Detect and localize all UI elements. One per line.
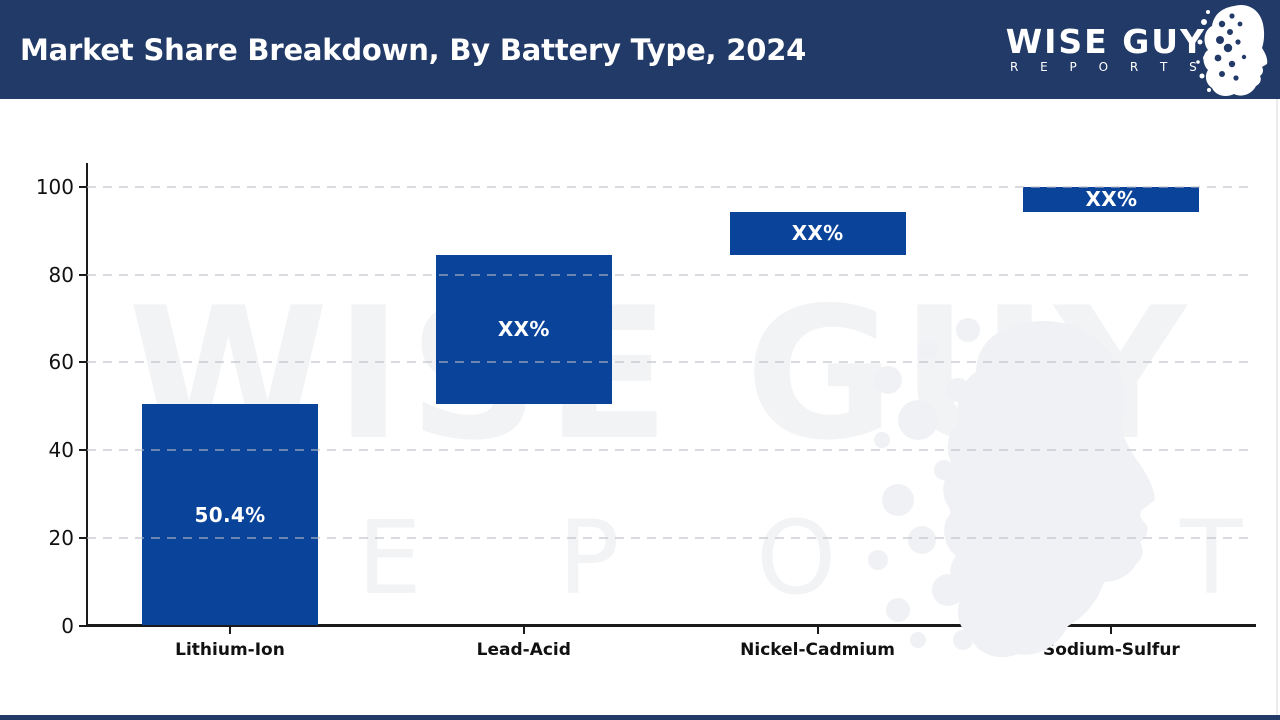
bar-nickel-cadmium: XX% (729, 211, 906, 255)
gridline-y-40 (87, 449, 1253, 452)
right-edge-line (1276, 99, 1278, 715)
y-tick-60 (79, 361, 87, 364)
logo-reports-text: R E P O R T S (1009, 59, 1206, 74)
y-tick-0 (79, 624, 87, 627)
bar-lead-acid: XX% (435, 254, 612, 405)
bar-lithium-ion: 50.4% (142, 404, 318, 626)
gridline-y-60 (87, 361, 1253, 364)
gridline-y-20 (87, 536, 1253, 539)
bar-sodium-sulfur: XX% (1023, 187, 1200, 212)
x-category-label: Nickel-Cadmium (740, 640, 896, 660)
x-tick-2 (816, 627, 819, 634)
x-axis-spine (86, 624, 1256, 627)
x-category-label: Sodium-Sulfur (1042, 640, 1180, 660)
y-tick-80 (79, 273, 87, 276)
y-axis-spine (86, 163, 88, 627)
y-tick-label-0: 0 (61, 613, 74, 638)
logo-wordmark: WISE GUY R E P O R T S (1005, 21, 1206, 75)
bar-value-label: XX% (497, 317, 550, 342)
header-band: Market Share Breakdown, By Battery Type,… (0, 0, 1280, 99)
y-tick-label-40: 40 (48, 438, 74, 463)
y-tick-20 (79, 536, 87, 539)
y-tick-label-20: 20 (48, 525, 74, 550)
y-tick-label-80: 80 (48, 262, 74, 287)
x-tick-0 (229, 627, 231, 634)
x-category-label: Lead-Acid (476, 640, 571, 660)
y-tick-label-60: 60 (48, 350, 74, 375)
x-tick-3 (1110, 627, 1113, 634)
bar-value-label: XX% (791, 221, 844, 246)
footer-band (0, 715, 1280, 720)
gridline-y-100 (87, 186, 1253, 188)
y-tick-label-100: 100 (35, 175, 74, 199)
x-tick-1 (522, 627, 525, 634)
bar-value-label: XX% (1085, 187, 1138, 212)
chart-title: Market Share Breakdown, By Battery Type,… (20, 32, 807, 67)
y-tick-40 (79, 449, 87, 452)
wise-guy-reports-logo: WISE GUY R E P O R T S (1006, 2, 1280, 97)
watermark-face-icon (868, 318, 1155, 658)
plot-area: WISE GUY R E P O R T S (0, 99, 1280, 715)
x-category-label: Lithium-Ion (175, 640, 285, 660)
bar-value-label: 50.4% (194, 502, 266, 527)
logo-wiseguy-text: WISE GUY (1005, 21, 1206, 61)
y-tick-100 (79, 186, 87, 188)
logo-face-icon (1196, 4, 1268, 97)
gridline-y-80 (87, 273, 1253, 276)
